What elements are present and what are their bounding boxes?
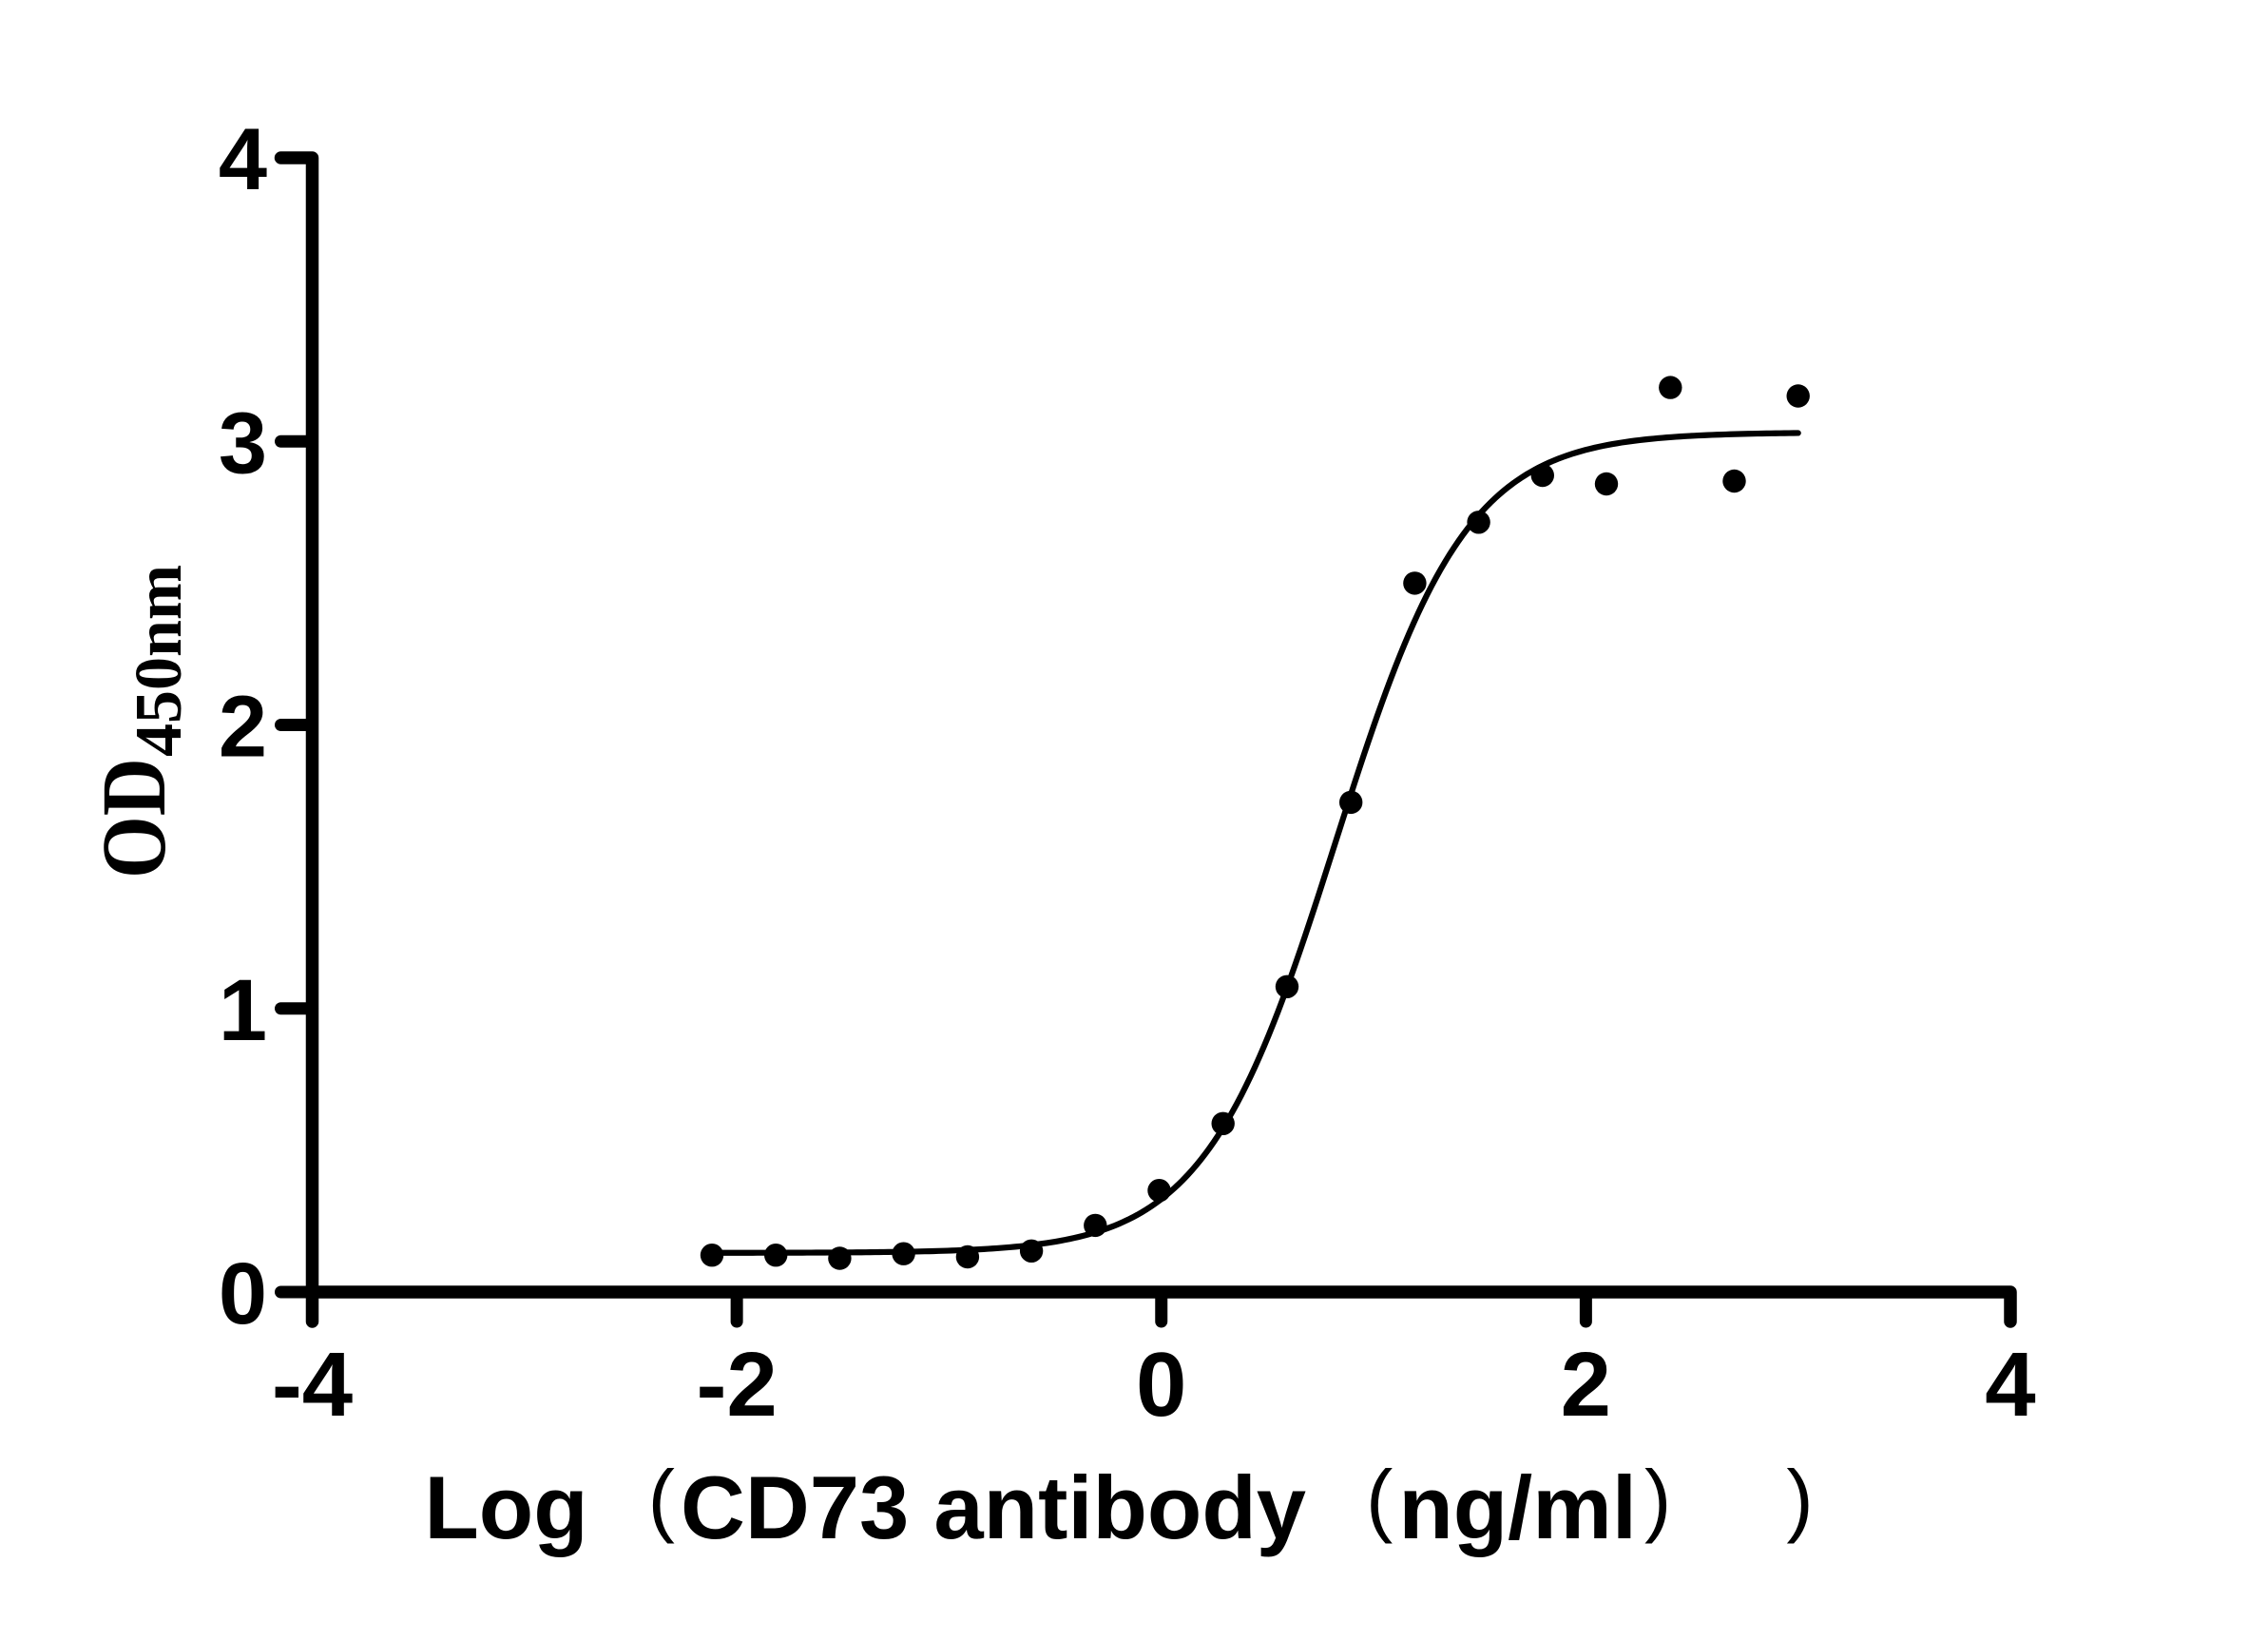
x-axis-title-segment: ( [648,1455,675,1545]
y-tick-label: 3 [219,395,267,492]
x-axis-title-segment: CD73 antibody [681,1457,1306,1557]
x-axis-title-segment: ng/ml [1398,1457,1637,1557]
y-tick-label: 4 [219,111,267,208]
data-point [1147,1179,1171,1203]
x-axis-title-segment: Log [424,1457,587,1557]
data-point [1019,1239,1044,1264]
x-tick-label: 4 [1985,1334,2035,1436]
data-point [764,1244,788,1267]
x-axis-line [305,1285,2017,1328]
data-point [1467,511,1490,534]
x-tick-label: -4 [272,1334,353,1436]
x-axis-title-segment: ) [1786,1455,1813,1545]
data-point [1722,469,1746,493]
fit-curve-group [708,430,1801,1256]
axis-ticks [275,434,1592,1328]
x-axis-title-segment: ( [1366,1455,1393,1545]
data-point [1659,376,1682,399]
fit-curve [708,430,1801,1256]
y-tick-label: 0 [219,1245,267,1342]
data-point-group [700,376,1810,1270]
y-axis-title-subscript: 450nm [123,565,196,757]
data-point [1530,463,1555,488]
data-point [1594,472,1619,496]
data-point [1211,1111,1235,1136]
data-point [1786,384,1810,408]
y-axis-line [274,151,319,1328]
data-point [1403,571,1427,595]
data-point [828,1246,852,1270]
x-axis-title: Log (CD73 antibody (ng/ml)) [424,1455,1813,1557]
data-point [955,1244,980,1269]
y-axis-title: OD [83,758,184,878]
y-tick-label: 1 [219,962,267,1059]
data-point [892,1242,915,1265]
tick-labels: -4 -2 0 2 4 0 1 2 3 4 [219,111,2036,1436]
x-tick-label: -2 [696,1334,777,1436]
data-point [700,1244,724,1267]
y-tick-label: 2 [219,679,267,776]
x-axis-title-segment: ) [1644,1455,1671,1545]
data-point [1084,1213,1107,1238]
x-tick-label: 0 [1136,1334,1186,1436]
axes [274,151,2017,1328]
x-tick-label: 2 [1561,1334,1611,1436]
data-point [1339,790,1363,815]
data-point [1275,974,1299,999]
